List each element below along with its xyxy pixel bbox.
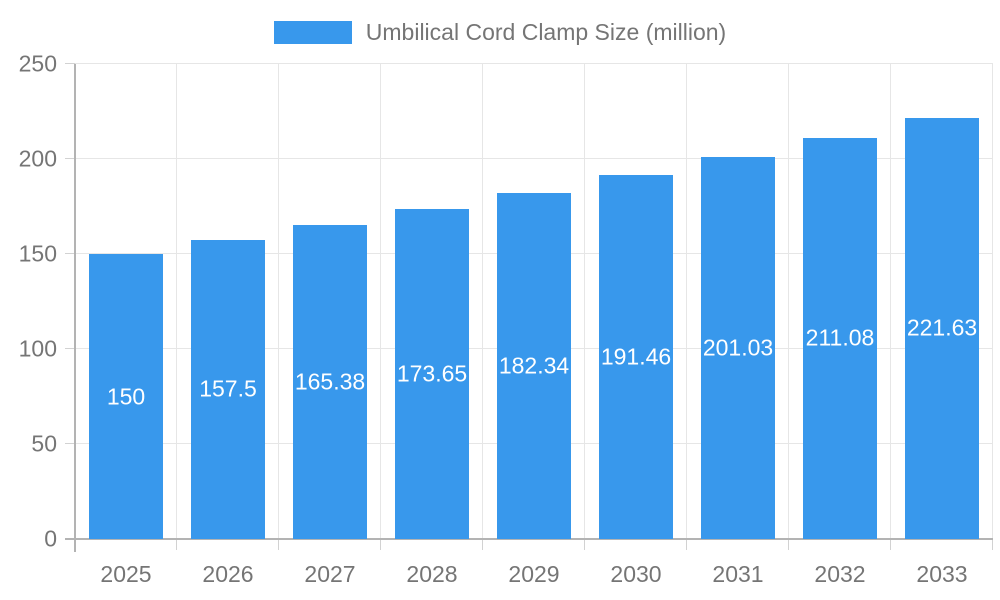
x-tick-label: 2031 — [712, 561, 764, 587]
x-tick-mark — [992, 540, 993, 550]
y-tick-mark — [65, 158, 75, 159]
v-gridline — [380, 64, 381, 539]
x-tick-mark — [584, 540, 585, 550]
bar[interactable] — [293, 224, 367, 539]
h-gridline — [75, 63, 993, 64]
v-gridline — [278, 64, 279, 539]
bar-value-label: 191.46 — [600, 343, 672, 370]
y-tick-label: 250 — [18, 50, 57, 77]
bar[interactable] — [497, 192, 571, 539]
y-tick-mark — [65, 63, 75, 64]
x-tick-mark — [380, 540, 381, 550]
legend-label: Umbilical Cord Clamp Size (million) — [365, 19, 727, 45]
y-tick-mark — [65, 253, 75, 254]
legend[interactable]: Umbilical Cord Clamp Size (million) — [0, 21, 1000, 44]
y-tick-label: 200 — [18, 145, 57, 172]
v-gridline — [686, 64, 687, 539]
v-gridline — [482, 64, 483, 539]
legend-swatch — [273, 21, 352, 44]
y-tick-mark — [65, 443, 75, 444]
bar-value-label: 157.5 — [199, 375, 257, 402]
x-tick-mark — [278, 540, 279, 550]
v-gridline — [890, 64, 891, 539]
x-tick-mark — [686, 540, 687, 550]
bar[interactable] — [599, 175, 673, 539]
x-axis-line — [65, 538, 993, 540]
bar-value-label: 201.03 — [702, 334, 774, 361]
x-tick-mark — [890, 540, 891, 550]
bar-value-label: 221.63 — [906, 314, 978, 341]
bar[interactable] — [905, 117, 979, 539]
y-tick-mark — [65, 348, 75, 349]
y-axis-line — [74, 64, 76, 552]
x-tick-label: 2033 — [916, 561, 968, 587]
x-tick-label: 2030 — [610, 561, 662, 587]
bar[interactable] — [191, 239, 265, 539]
x-tick-mark — [482, 540, 483, 550]
bar-value-label: 165.38 — [294, 368, 366, 395]
bar-value-label: 173.65 — [396, 360, 468, 387]
y-tick-label: 50 — [31, 430, 57, 457]
bar[interactable] — [89, 254, 163, 539]
bar-value-label: 150 — [106, 383, 146, 409]
x-tick-label: 2025 — [100, 561, 152, 587]
y-tick-label: 100 — [18, 335, 57, 362]
bar[interactable] — [803, 137, 877, 539]
x-tick-mark — [176, 540, 177, 550]
v-gridline — [584, 64, 585, 539]
h-gridline — [75, 158, 993, 159]
bar[interactable] — [395, 209, 469, 539]
x-tick-label: 2028 — [406, 561, 458, 587]
y-tick-label: 150 — [18, 240, 57, 267]
bar[interactable] — [701, 157, 775, 539]
bar-value-label: 211.08 — [805, 324, 875, 351]
y-tick-label: 0 — [44, 525, 57, 552]
x-tick-mark — [788, 540, 789, 550]
v-gridline — [788, 64, 789, 539]
x-tick-label: 2032 — [814, 561, 866, 587]
v-gridline — [176, 64, 177, 539]
x-tick-label: 2029 — [508, 561, 560, 587]
x-tick-label: 2026 — [202, 561, 254, 587]
v-gridline — [992, 64, 993, 539]
x-tick-label: 2027 — [304, 561, 356, 587]
bar-value-label: 182.34 — [498, 352, 570, 379]
